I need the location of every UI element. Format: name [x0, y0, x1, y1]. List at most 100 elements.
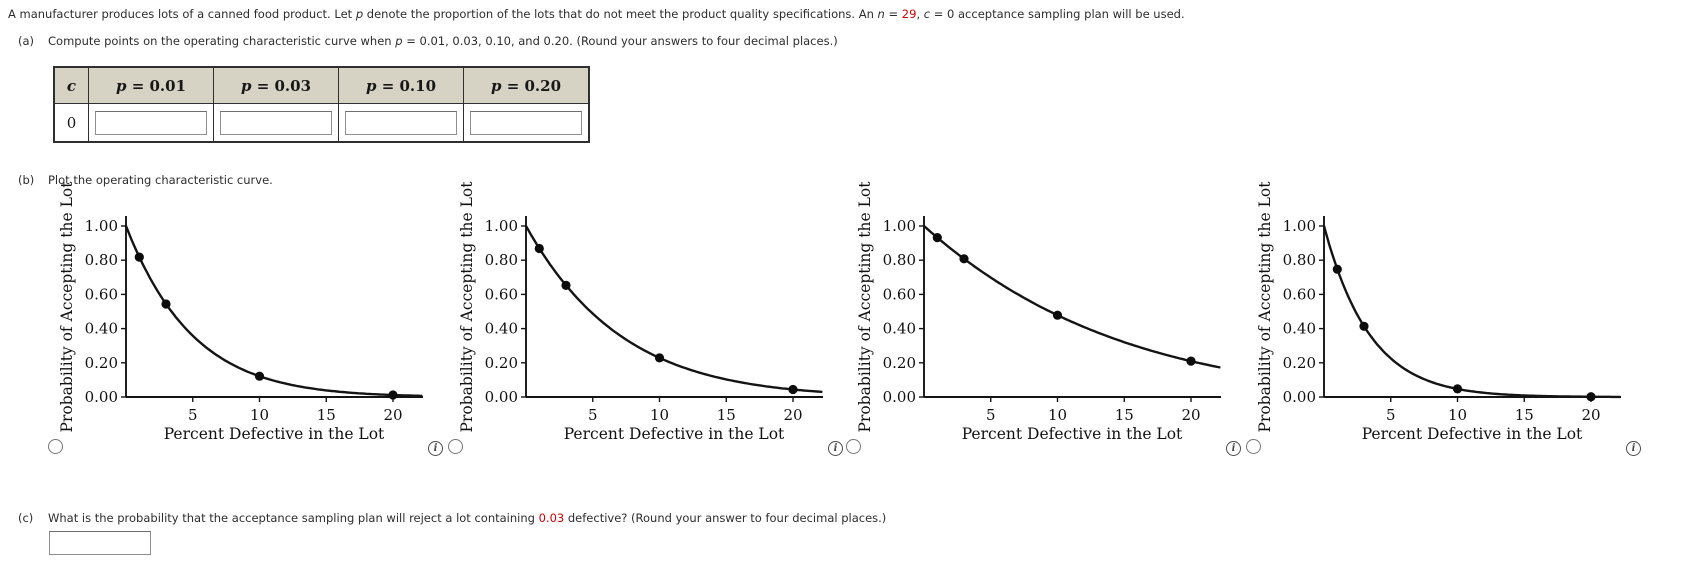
svg-text:5: 5 [986, 406, 996, 424]
svg-text:Percent Defective in the Lot: Percent Defective in the Lot [164, 425, 385, 443]
svg-text:5: 5 [1386, 406, 1396, 424]
part-a-label: (a) [18, 34, 35, 48]
svg-text:15: 15 [1115, 406, 1134, 424]
part-b-text: Plot the operating characteristic curve. [48, 173, 273, 187]
svg-text:0.60: 0.60 [883, 285, 916, 303]
answer-input-p-0-20[interactable] [470, 110, 582, 135]
chart-option-radio-1[interactable] [48, 439, 63, 454]
text-part: = 0.01, 0.03, 0.10, and 0.20. (Round you… [402, 34, 838, 48]
svg-text:Percent Defective in the Lot: Percent Defective in the Lot [564, 425, 785, 443]
svg-text:Percent Defective in the Lot: Percent Defective in the Lot [1362, 425, 1583, 443]
svg-text:0.40: 0.40 [485, 320, 518, 338]
part-b: (b) Plot the operating characteristic cu… [18, 173, 273, 187]
table-header-p-0-03: p = 0.03 [213, 66, 339, 104]
answer-input-p-0-01[interactable] [95, 110, 207, 135]
svg-text:0.20: 0.20 [883, 354, 916, 372]
svg-text:10: 10 [1048, 406, 1067, 424]
part-c-answer-input[interactable] [49, 531, 151, 555]
chart-option-4: 0.00 0.20 0.40 0.60 0.80 1.00 5 10 15 20 Percent D… [1238, 180, 1641, 465]
svg-text:10: 10 [650, 406, 669, 424]
chart-option-2: 0.00 0.20 0.40 0.60 0.80 1.00 5 10 15 20 Percent D… [440, 180, 843, 465]
text-part: What is the probability that the accepta… [48, 511, 539, 525]
part-c-label: (c) [18, 511, 34, 525]
text-part: p [115, 76, 127, 95]
table-row: 0 [53, 103, 590, 143]
text-part: defective? (Round your answer to four de… [564, 511, 887, 525]
svg-text:0.00: 0.00 [1283, 388, 1316, 406]
svg-text:Probability of Accepting the L: Probability of Accepting the Lot [858, 181, 874, 433]
svg-text:0.80: 0.80 [85, 251, 118, 269]
text-part: Compute points on the operating characte… [48, 34, 396, 48]
answer-input-p-0-10[interactable] [345, 110, 457, 135]
text-part: = 0.01 [126, 76, 187, 95]
svg-text:0.00: 0.00 [485, 388, 518, 406]
svg-text:15: 15 [1515, 406, 1534, 424]
text-part: p [240, 76, 252, 95]
oc-answer-table: c p = 0.01 p = 0.03 p = 0.10 p = 0.20 0 [53, 66, 590, 143]
svg-text:Probability of Accepting the L: Probability of Accepting the Lot [460, 181, 476, 433]
chart-option-radio-4[interactable] [1246, 439, 1261, 454]
text-part: = 0.20 [501, 76, 562, 95]
info-icon-3[interactable]: i [1226, 441, 1241, 456]
svg-text:5: 5 [588, 406, 598, 424]
text-part: 0.03 [538, 511, 565, 525]
svg-text:0.80: 0.80 [485, 251, 518, 269]
table-header-row: c p = 0.01 p = 0.03 p = 0.10 p = 0.20 [53, 66, 590, 104]
text-part: p [490, 76, 502, 95]
svg-text:0.20: 0.20 [1283, 354, 1316, 372]
svg-text:15: 15 [717, 406, 736, 424]
part-a-text: Compute points on the operating characte… [48, 34, 838, 48]
part-a: (a) Compute points on the operating char… [18, 34, 838, 48]
text-part: = 0.03 [251, 76, 312, 95]
text-part: 29 [901, 7, 917, 21]
svg-text:0.60: 0.60 [1283, 285, 1316, 303]
chart-option-radio-3[interactable] [846, 439, 861, 454]
part-b-label: (b) [18, 173, 35, 187]
text-part: c [923, 7, 931, 21]
intro-text: A manufacturer produces lots of a canned… [8, 7, 1185, 21]
text-part: n [877, 7, 885, 21]
table-header-p-0-20: p = 0.20 [463, 66, 590, 104]
svg-text:1.00: 1.00 [85, 217, 118, 235]
info-icon-1[interactable]: i [428, 441, 443, 456]
text-part: p [365, 76, 377, 95]
svg-text:1.00: 1.00 [1283, 217, 1316, 235]
text-part: = [884, 7, 902, 21]
svg-text:20: 20 [1581, 406, 1600, 424]
svg-text:0.40: 0.40 [85, 320, 118, 338]
svg-text:5: 5 [188, 406, 198, 424]
svg-text:Probability of Accepting the L: Probability of Accepting the Lot [1258, 181, 1274, 433]
table-header-p-0-01: p = 0.01 [88, 66, 214, 104]
svg-text:1.00: 1.00 [485, 217, 518, 235]
info-icon-4[interactable]: i [1626, 441, 1641, 456]
text-part: p [395, 34, 403, 48]
table-cell-c-value: 0 [53, 103, 89, 143]
part-c: (c) What is the probability that the acc… [18, 511, 886, 525]
info-icon-2[interactable]: i [828, 441, 843, 456]
svg-text:20: 20 [1181, 406, 1200, 424]
text-part: p [355, 7, 364, 21]
svg-text:10: 10 [250, 406, 269, 424]
answer-input-p-0-03[interactable] [220, 110, 332, 135]
svg-text:0.40: 0.40 [1283, 320, 1316, 338]
svg-text:0.80: 0.80 [1283, 251, 1316, 269]
svg-text:0.60: 0.60 [85, 285, 118, 303]
text-part: , [916, 7, 924, 21]
table-header-c: c [53, 66, 89, 104]
chart-option-radio-2[interactable] [448, 439, 463, 454]
svg-text:0.00: 0.00 [85, 388, 118, 406]
text-part: = 0 acceptance sampling plan will be use… [930, 7, 1185, 21]
svg-text:20: 20 [383, 406, 402, 424]
svg-text:10: 10 [1448, 406, 1467, 424]
svg-text:0.60: 0.60 [485, 285, 518, 303]
svg-text:Percent Defective in the Lot: Percent Defective in the Lot [962, 425, 1183, 443]
svg-text:0.80: 0.80 [883, 251, 916, 269]
svg-text:20: 20 [783, 406, 802, 424]
chart-option-3: 0.00 0.20 0.40 0.60 0.80 1.00 5 10 15 20 Percent D… [838, 180, 1241, 465]
part-c-text: What is the probability that the accepta… [48, 511, 886, 525]
chart-option-1: 0.00 0.20 0.40 0.60 0.80 1.00 5 10 15 20 Percent D… [40, 180, 443, 465]
